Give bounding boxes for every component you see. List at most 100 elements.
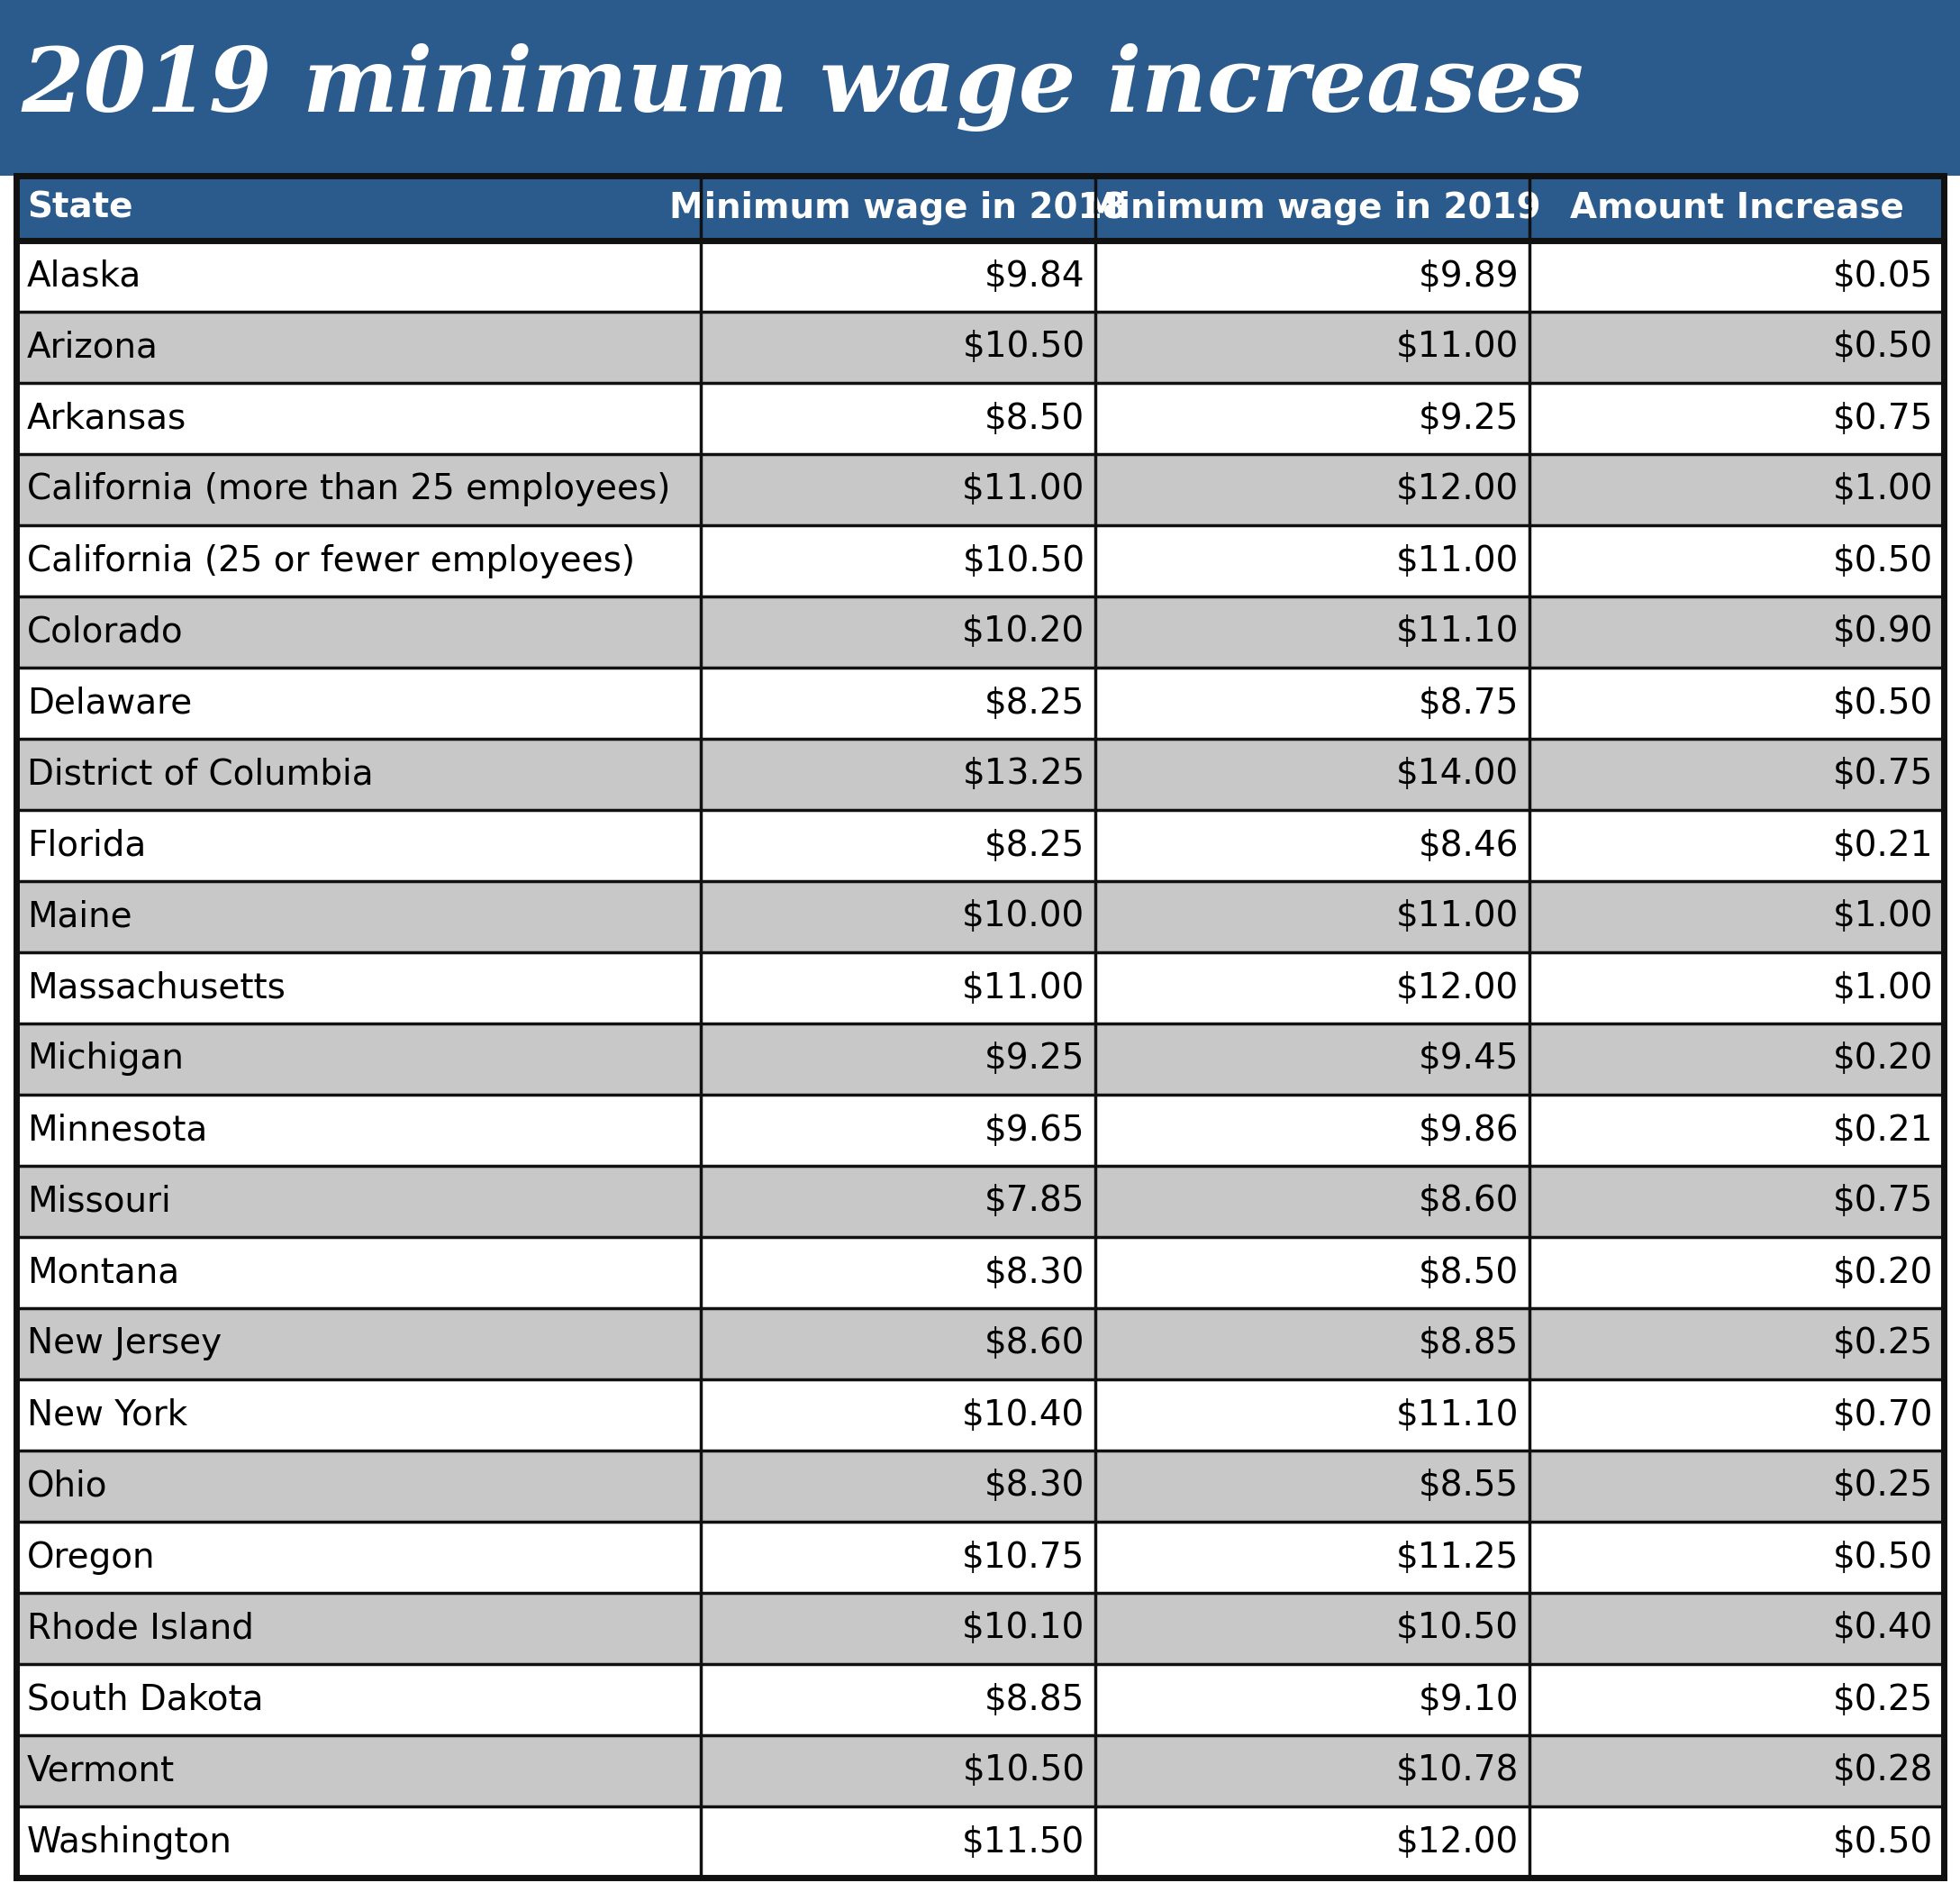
Text: $8.25: $8.25 bbox=[984, 687, 1084, 721]
Bar bbox=[16, 738, 1944, 810]
Text: Alaska: Alaska bbox=[27, 259, 141, 293]
Text: $8.30: $8.30 bbox=[984, 1256, 1084, 1290]
Text: Michigan: Michigan bbox=[27, 1042, 184, 1077]
Bar bbox=[16, 1807, 1944, 1877]
Text: $12.00: $12.00 bbox=[1396, 1826, 1519, 1860]
Bar bbox=[16, 1451, 1944, 1521]
Bar bbox=[16, 668, 1944, 738]
Text: $8.55: $8.55 bbox=[1419, 1468, 1519, 1504]
Bar bbox=[16, 1095, 1944, 1165]
Text: Missouri: Missouri bbox=[27, 1184, 171, 1218]
Text: $9.25: $9.25 bbox=[1419, 401, 1519, 435]
Text: $12.00: $12.00 bbox=[1396, 473, 1519, 507]
Text: Massachusetts: Massachusetts bbox=[27, 971, 286, 1005]
Text: $1.00: $1.00 bbox=[1833, 899, 1933, 935]
Text: $11.25: $11.25 bbox=[1396, 1540, 1519, 1574]
Text: Arizona: Arizona bbox=[27, 331, 159, 365]
Bar bbox=[16, 382, 1944, 454]
Text: Rhode Island: Rhode Island bbox=[27, 1612, 255, 1646]
Text: $9.84: $9.84 bbox=[984, 259, 1084, 293]
Text: $9.10: $9.10 bbox=[1417, 1682, 1519, 1716]
Text: Minnesota: Minnesota bbox=[27, 1112, 208, 1147]
Text: $0.75: $0.75 bbox=[1833, 401, 1933, 435]
Text: $13.25: $13.25 bbox=[962, 757, 1084, 791]
Text: Montana: Montana bbox=[27, 1256, 180, 1290]
Text: $9.65: $9.65 bbox=[984, 1112, 1084, 1147]
Bar bbox=[16, 1735, 1944, 1807]
Text: $0.70: $0.70 bbox=[1833, 1398, 1933, 1432]
Text: Ohio: Ohio bbox=[27, 1468, 108, 1504]
Text: $8.46: $8.46 bbox=[1419, 829, 1519, 863]
Text: Amount Increase: Amount Increase bbox=[1570, 191, 1903, 225]
Bar bbox=[16, 882, 1944, 952]
Text: $8.30: $8.30 bbox=[984, 1468, 1084, 1504]
Bar bbox=[16, 1237, 1944, 1307]
Text: $10.50: $10.50 bbox=[962, 1754, 1084, 1788]
Text: $9.86: $9.86 bbox=[1417, 1112, 1519, 1147]
Text: $0.40: $0.40 bbox=[1833, 1612, 1933, 1646]
Text: $8.85: $8.85 bbox=[1419, 1326, 1519, 1360]
Text: $0.25: $0.25 bbox=[1833, 1326, 1933, 1360]
Text: Delaware: Delaware bbox=[27, 687, 192, 721]
Text: $11.00: $11.00 bbox=[962, 971, 1084, 1005]
Text: $10.20: $10.20 bbox=[962, 615, 1084, 649]
Bar bbox=[16, 1379, 1944, 1451]
Text: Minimum wage in 2018: Minimum wage in 2018 bbox=[670, 191, 1127, 225]
Bar bbox=[16, 526, 1944, 596]
Bar bbox=[16, 1665, 1944, 1735]
Text: $11.50: $11.50 bbox=[962, 1826, 1084, 1860]
Text: $10.50: $10.50 bbox=[962, 543, 1084, 577]
Text: $0.25: $0.25 bbox=[1833, 1682, 1933, 1716]
Text: $0.21: $0.21 bbox=[1833, 1112, 1933, 1147]
Text: $10.00: $10.00 bbox=[962, 899, 1084, 935]
Text: $8.50: $8.50 bbox=[1419, 1256, 1519, 1290]
Text: New York: New York bbox=[27, 1398, 188, 1432]
Text: $10.10: $10.10 bbox=[962, 1612, 1084, 1646]
Text: $8.25: $8.25 bbox=[984, 829, 1084, 863]
Text: $12.00: $12.00 bbox=[1396, 971, 1519, 1005]
Text: $8.50: $8.50 bbox=[984, 401, 1084, 435]
Text: $1.00: $1.00 bbox=[1833, 473, 1933, 507]
Text: $11.00: $11.00 bbox=[1396, 899, 1519, 935]
Bar bbox=[16, 454, 1944, 526]
Text: $11.00: $11.00 bbox=[962, 473, 1084, 507]
Text: $9.89: $9.89 bbox=[1417, 259, 1519, 293]
Text: $0.50: $0.50 bbox=[1833, 1826, 1933, 1860]
Text: $0.90: $0.90 bbox=[1833, 615, 1933, 649]
Text: $0.20: $0.20 bbox=[1833, 1256, 1933, 1290]
Text: Arkansas: Arkansas bbox=[27, 401, 186, 435]
Bar bbox=[16, 596, 1944, 668]
Text: $11.10: $11.10 bbox=[1396, 1398, 1519, 1432]
Bar bbox=[0, 0, 1960, 176]
Text: California (25 or fewer employees): California (25 or fewer employees) bbox=[27, 543, 635, 577]
Text: $8.75: $8.75 bbox=[1419, 687, 1519, 721]
Text: Maine: Maine bbox=[27, 899, 131, 935]
Text: $0.50: $0.50 bbox=[1833, 687, 1933, 721]
Bar bbox=[16, 1521, 1944, 1593]
Text: Washington: Washington bbox=[27, 1826, 233, 1860]
Text: $0.50: $0.50 bbox=[1833, 1540, 1933, 1574]
Bar bbox=[16, 1307, 1944, 1379]
Text: Oregon: Oregon bbox=[27, 1540, 155, 1574]
Text: Florida: Florida bbox=[27, 829, 147, 863]
Text: $11.00: $11.00 bbox=[1396, 331, 1519, 365]
Text: $0.75: $0.75 bbox=[1833, 757, 1933, 791]
Text: $10.75: $10.75 bbox=[962, 1540, 1084, 1574]
Text: $8.60: $8.60 bbox=[1419, 1184, 1519, 1218]
Text: $10.50: $10.50 bbox=[962, 331, 1084, 365]
Text: State: State bbox=[27, 191, 133, 225]
Bar bbox=[16, 1593, 1944, 1665]
Bar bbox=[16, 810, 1944, 882]
Text: $11.10: $11.10 bbox=[1396, 615, 1519, 649]
Text: 2019 minimum wage increases: 2019 minimum wage increases bbox=[22, 44, 1584, 132]
Bar bbox=[16, 1024, 1944, 1095]
Text: $9.45: $9.45 bbox=[1419, 1042, 1519, 1077]
Text: $0.25: $0.25 bbox=[1833, 1468, 1933, 1504]
Text: $0.75: $0.75 bbox=[1833, 1184, 1933, 1218]
Text: $0.05: $0.05 bbox=[1833, 259, 1933, 293]
Text: $14.00: $14.00 bbox=[1396, 757, 1519, 791]
Text: $1.00: $1.00 bbox=[1833, 971, 1933, 1005]
Text: $7.85: $7.85 bbox=[984, 1184, 1084, 1218]
Text: $10.78: $10.78 bbox=[1396, 1754, 1519, 1788]
Text: District of Columbia: District of Columbia bbox=[27, 757, 374, 791]
